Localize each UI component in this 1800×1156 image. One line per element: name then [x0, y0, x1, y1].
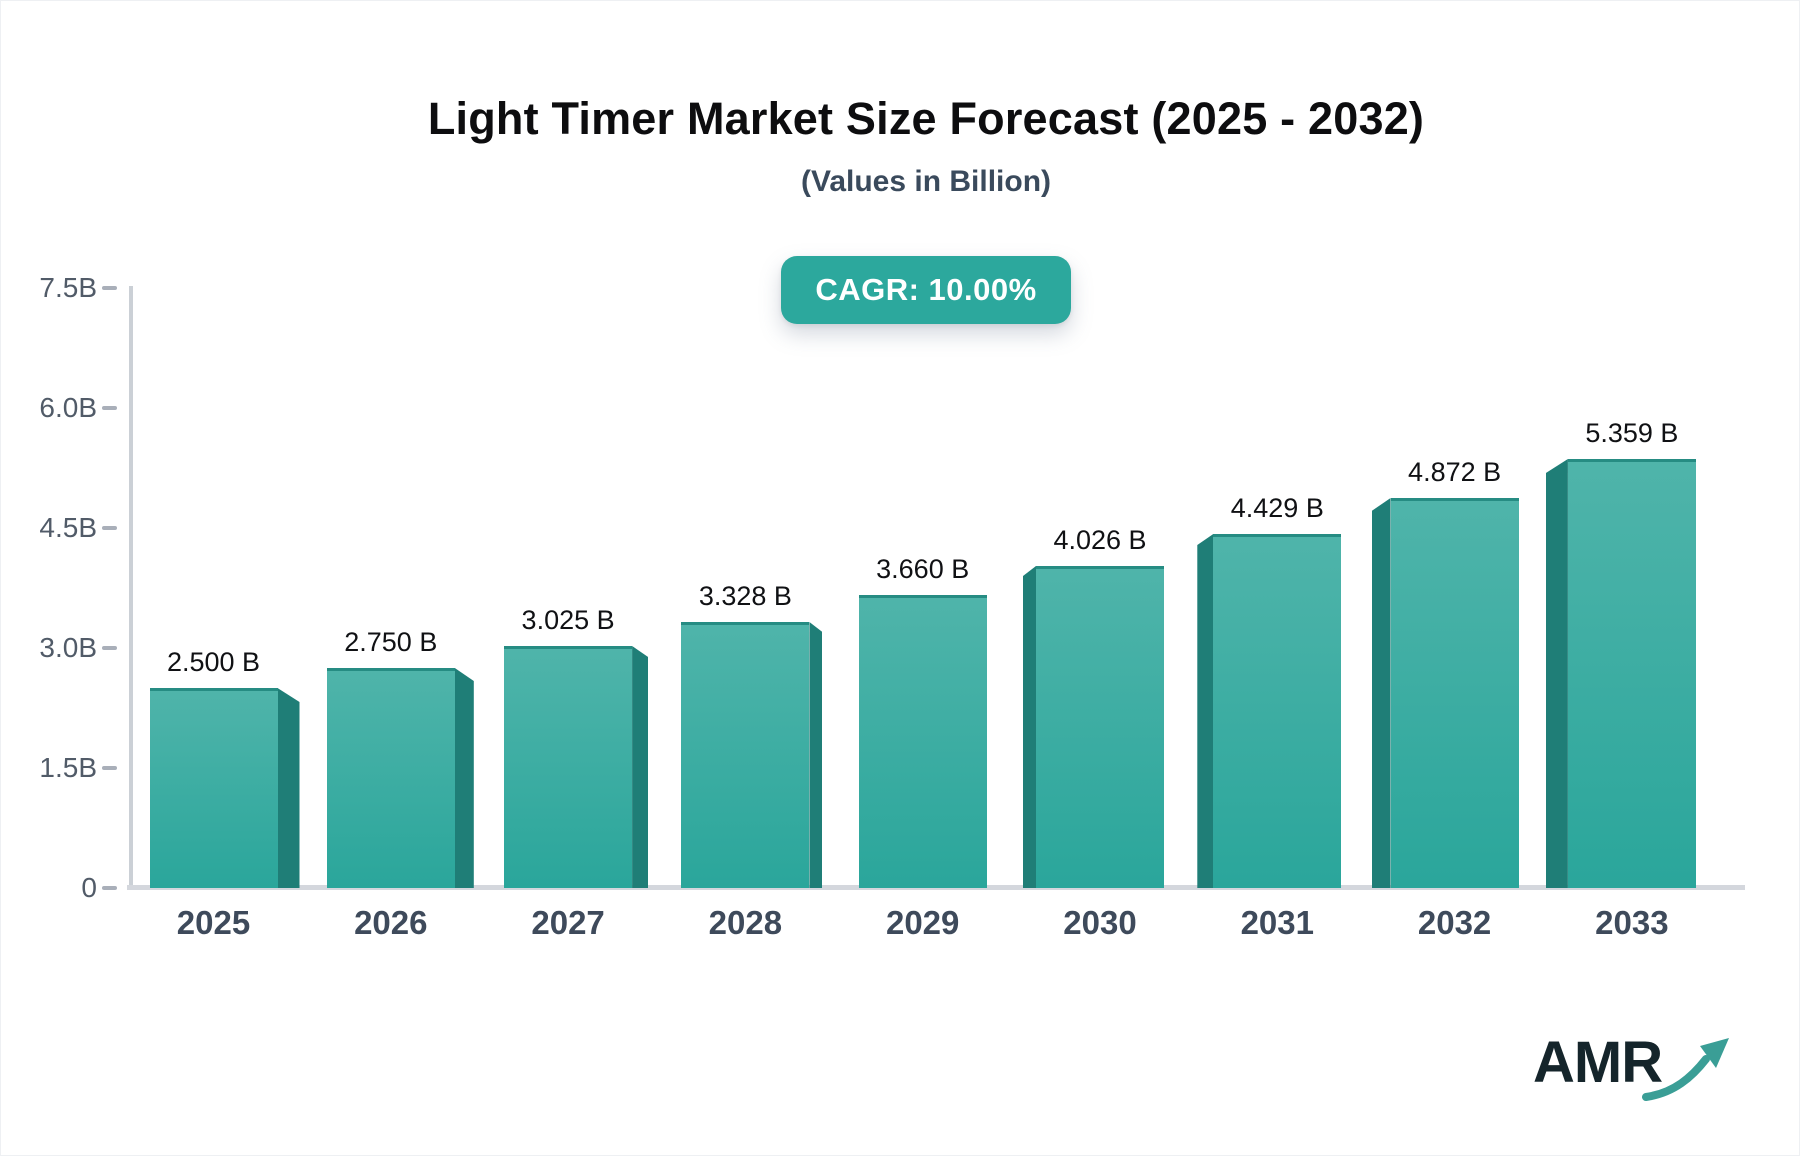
bar-side-face — [277, 688, 300, 888]
y-tick-mark — [102, 286, 117, 290]
bar-value-label: 3.025 B — [521, 605, 615, 635]
bar-value-label: 4.872 B — [1408, 457, 1502, 487]
y-tick-label: 4.5B — [39, 512, 97, 543]
y-tick-mark — [102, 766, 117, 770]
bar-2026 — [326, 668, 455, 888]
x-axis-label: 2033 — [1595, 904, 1669, 941]
bar-value-label: 5.359 B — [1585, 418, 1679, 448]
x-axis-label: 2031 — [1240, 904, 1314, 941]
y-tick-label: 7.5B — [39, 272, 97, 303]
y-tick-label: 1.5B — [39, 752, 97, 783]
bar-value-label: 3.660 B — [876, 554, 970, 584]
y-tick-label: 0 — [81, 872, 97, 903]
y-tick-mark — [102, 526, 117, 530]
chart-title: Light Timer Market Size Forecast (2025 -… — [427, 93, 1425, 144]
bar-value-label: 2.750 B — [344, 627, 438, 657]
bar-value-label: 2.500 B — [166, 647, 261, 677]
cagr-badge-row: CAGR: 10.00% — [51, 256, 1799, 324]
bar-value-label: 4.026 B — [1053, 525, 1147, 555]
amr-logo: AMR — [1533, 1029, 1737, 1103]
bar-2033 — [1567, 459, 1696, 888]
x-axis-label: 2025 — [176, 904, 251, 941]
y-tick-label: 3.0B — [39, 632, 97, 663]
y-tick-mark — [102, 406, 117, 410]
bar-value-label: 3.328 B — [698, 581, 792, 611]
y-tick-mark — [102, 886, 117, 890]
bar-side-face — [1545, 459, 1568, 888]
chart-subtitle: (Values in Billion) — [800, 165, 1052, 198]
x-axis-label: 2029 — [885, 904, 960, 941]
bar-side-face — [809, 622, 823, 888]
bar-side-face — [1023, 566, 1036, 888]
bar-2032 — [1390, 498, 1519, 888]
bar-2025 — [149, 688, 278, 888]
y-axis-line — [129, 286, 133, 890]
bar-2030 — [1036, 566, 1164, 888]
x-axis-label: 2032 — [1417, 904, 1492, 941]
x-axis-label: 2026 — [354, 904, 428, 941]
bar-side-face — [1371, 498, 1391, 888]
y-tick-mark — [102, 646, 117, 650]
bar-2031 — [1213, 534, 1342, 888]
amr-logo-text: AMR — [1533, 1030, 1663, 1095]
bar-side-face — [454, 668, 474, 888]
bar-2028 — [681, 622, 810, 888]
bar-side-face — [632, 646, 649, 888]
bar-2029 — [858, 595, 987, 888]
x-axis-label: 2028 — [708, 904, 783, 941]
y-tick-label: 6.0B — [39, 392, 97, 423]
x-axis-label: 2030 — [1063, 904, 1137, 941]
bar-2027 — [504, 646, 633, 888]
cagr-badge: CAGR: 10.00% — [781, 256, 1071, 324]
cagr-badge-label: CAGR: 10.00% — [815, 272, 1037, 307]
growth-arrow-icon — [1642, 1038, 1730, 1101]
bar-value-label: 4.429 B — [1230, 493, 1324, 523]
x-axis-label: 2027 — [531, 904, 605, 941]
bar-side-face — [1197, 534, 1214, 888]
